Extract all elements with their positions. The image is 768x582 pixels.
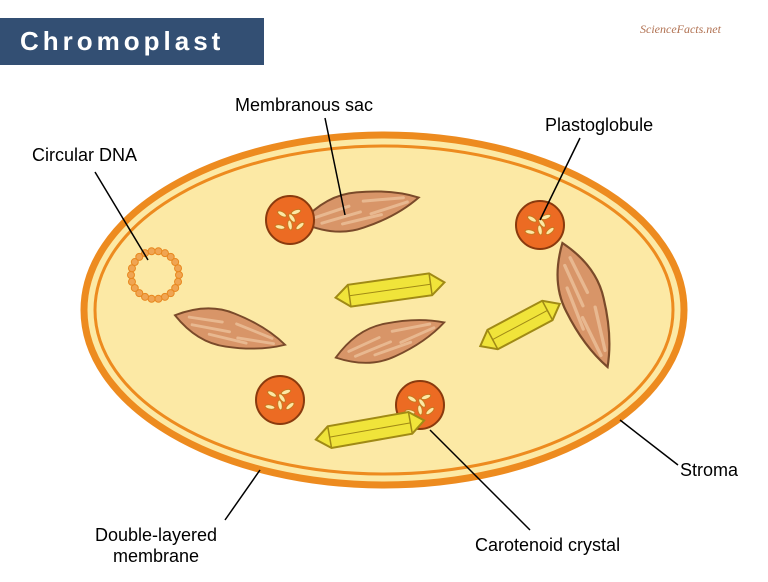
label-carotenoid-crystal: Carotenoid crystal (475, 535, 620, 556)
label-membranous-sac: Membranous sac (235, 95, 373, 116)
label-double-layered-membrane: Double-layered membrane (95, 525, 217, 567)
label-circular-dna: Circular DNA (32, 145, 137, 166)
label-line (225, 470, 260, 520)
label-line (620, 420, 678, 465)
plastoglobule (266, 196, 314, 244)
chromoplast-diagram (0, 0, 768, 582)
plastoglobule (516, 201, 564, 249)
label-stroma: Stroma (680, 460, 738, 481)
plastoglobule (256, 376, 304, 424)
label-plastoglobule: Plastoglobule (545, 115, 653, 136)
